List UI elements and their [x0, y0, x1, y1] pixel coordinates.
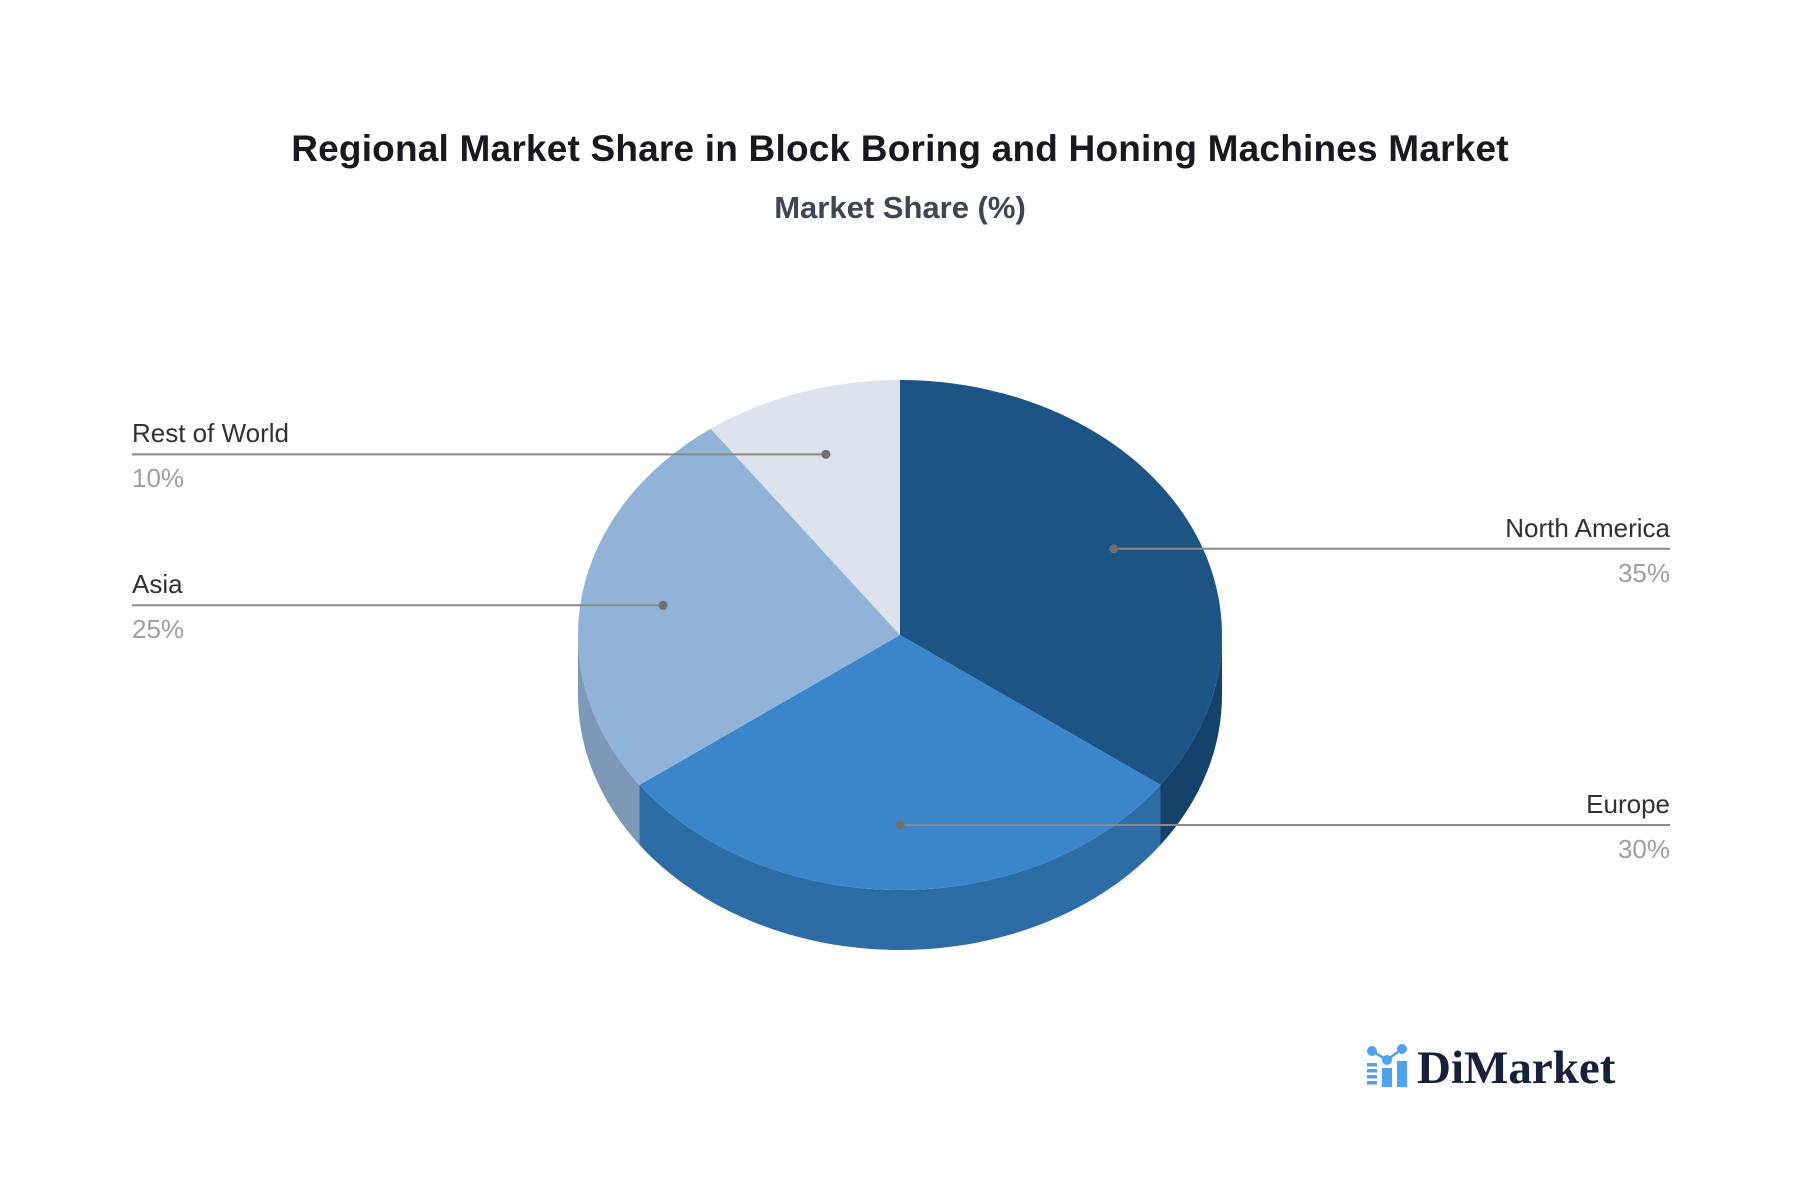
pie-slice-europe: [639, 635, 1161, 890]
pie-slices: [578, 380, 1222, 890]
pie-3d-side-walls: [578, 635, 1222, 950]
chart-title: Regional Market Share in Block Boring an…: [291, 128, 1509, 169]
pie-slice-side-north-america: [1160, 635, 1222, 845]
pie-label-europe: Europe 30%: [1586, 788, 1670, 866]
pie-slice-rest-of-world: [710, 380, 900, 635]
bar-line-chart-icon: [1367, 1044, 1407, 1087]
pie-label-asia: Asia 25%: [132, 568, 184, 646]
chart-subtitle: Market Share (%): [774, 190, 1026, 225]
leader-dot-europe: [895, 820, 905, 830]
logo: DiMarket: [1362, 1040, 1642, 1100]
slice-label: Europe: [1586, 788, 1670, 819]
slice-value: 10%: [132, 463, 185, 494]
leader-lines: [132, 449, 1670, 830]
leader-dot-north-america: [1109, 544, 1119, 554]
slice-value: 30%: [1617, 833, 1670, 864]
slice-value: 35%: [1617, 557, 1670, 588]
leader-dot-asia: [658, 600, 668, 610]
pie-label-north-america: North America 35%: [1505, 512, 1670, 590]
pie-slice-asia: [578, 428, 900, 785]
slice-label: North America: [1505, 512, 1670, 543]
slice-label: Rest of World: [132, 418, 290, 449]
logo-text: DiMarket: [1417, 1042, 1616, 1094]
slice-value: 25%: [132, 614, 185, 645]
slice-label: Asia: [132, 569, 183, 600]
pie-slice-side-asia: [578, 635, 640, 845]
leader-dot-rest-of-world: [821, 449, 831, 459]
pie-slice-north-america: [900, 380, 1222, 785]
pie-slice-side-europe: [639, 784, 1161, 950]
pie-label-rest-of-world: Rest of World 10%: [132, 417, 289, 495]
